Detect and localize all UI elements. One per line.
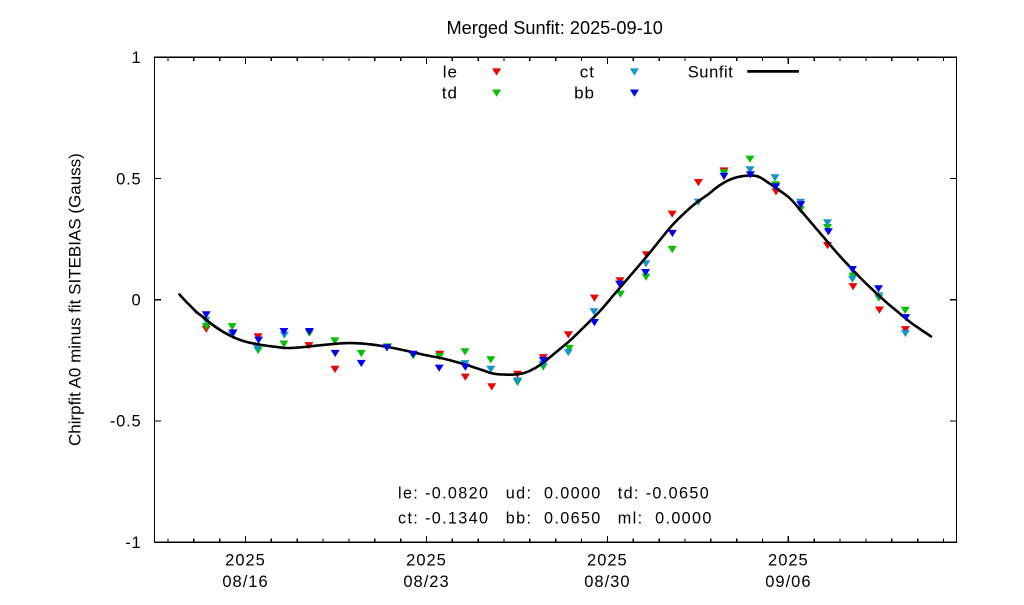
svg-text:0: 0: [132, 292, 142, 310]
svg-text:0.5: 0.5: [116, 170, 141, 188]
svg-text:td: td: [442, 83, 458, 102]
svg-text:08/16: 08/16: [222, 573, 268, 591]
svg-text:le: le: [443, 62, 458, 81]
svg-text:ml: 0.0000: ml: 0.0000: [618, 509, 713, 527]
svg-text:-0.5: -0.5: [110, 413, 142, 431]
svg-text:ud: 0.0000: ud: 0.0000: [506, 485, 602, 503]
svg-text:2025: 2025: [768, 552, 809, 570]
svg-text:08/23: 08/23: [403, 573, 449, 591]
svg-text:Sunfit: Sunfit: [688, 63, 734, 81]
svg-text:-1: -1: [125, 534, 141, 552]
svg-text:ct: ct: [580, 62, 595, 81]
svg-text:Chirpfit A0 minus fit SITEBIAS: Chirpfit A0 minus fit SITEBIAS (Gauss): [66, 153, 85, 446]
svg-text:le: -0.0820: le: -0.0820: [398, 485, 489, 503]
svg-text:bb: bb: [574, 83, 595, 102]
svg-text:Merged Sunfit: 2025-09-10: Merged Sunfit: 2025-09-10: [447, 18, 663, 38]
svg-text:td: -0.0650: td: -0.0650: [618, 485, 710, 503]
svg-text:bb: 0.0650: bb: 0.0650: [506, 509, 602, 527]
svg-text:09/06: 09/06: [765, 573, 811, 591]
svg-text:2025: 2025: [587, 552, 628, 570]
svg-text:1: 1: [132, 49, 142, 67]
svg-text:2025: 2025: [225, 552, 266, 570]
svg-text:2025: 2025: [406, 552, 447, 570]
svg-text:ct: -0.1340: ct: -0.1340: [398, 509, 489, 527]
svg-text:08/30: 08/30: [584, 573, 630, 591]
